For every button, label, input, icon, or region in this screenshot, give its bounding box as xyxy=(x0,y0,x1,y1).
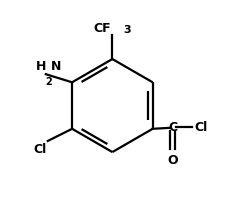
Text: CF: CF xyxy=(94,22,111,35)
Text: H: H xyxy=(35,60,46,73)
Text: 2: 2 xyxy=(45,76,52,86)
Text: O: O xyxy=(168,153,178,166)
Text: C: C xyxy=(168,121,178,134)
Text: N: N xyxy=(51,60,61,73)
Text: Cl: Cl xyxy=(34,142,47,155)
Text: Cl: Cl xyxy=(194,121,207,134)
Text: 3: 3 xyxy=(124,25,131,35)
